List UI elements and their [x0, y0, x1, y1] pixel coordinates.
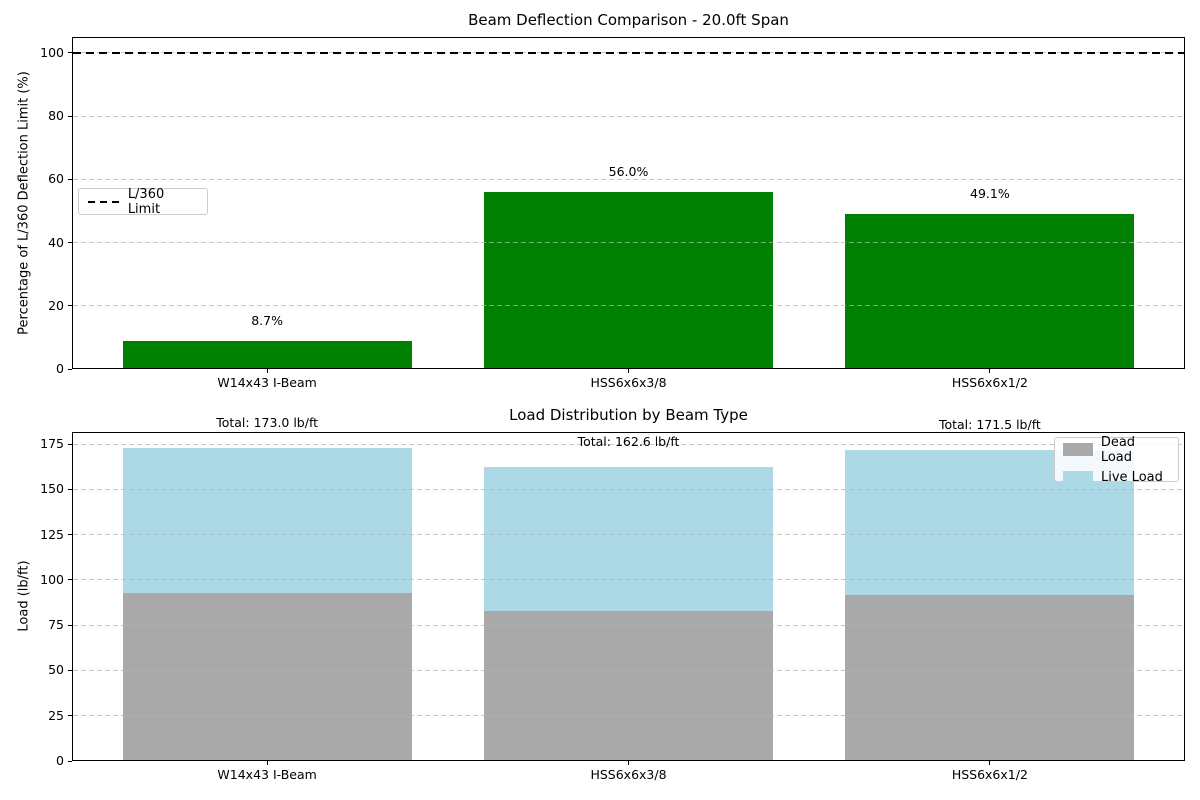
y-tick-label: 20	[48, 297, 64, 313]
x-tick-mark	[266, 369, 268, 373]
y-tick-mark	[68, 305, 72, 307]
x-tick-mark	[989, 761, 991, 765]
dashed-line-swatch	[88, 200, 120, 203]
total-load-label: Total: 171.5 lb/ft	[938, 417, 1041, 433]
y-tick-mark	[68, 368, 72, 370]
bar-value-label: 8.7%	[251, 313, 283, 329]
legend-row: Live Load	[1063, 470, 1170, 485]
y-tick-label: 50	[48, 662, 64, 678]
y-tick-mark	[68, 579, 72, 581]
bar-value-label: 56.0%	[608, 163, 649, 179]
legend-label: Dead Load	[1100, 434, 1136, 465]
y-tick-label: 0	[56, 753, 64, 768]
y-tick-label: 100	[40, 571, 64, 587]
y-tick-label: 175	[40, 436, 64, 452]
live-load-bar-segment	[122, 447, 412, 593]
y-tick-label: 40	[48, 234, 64, 250]
deflection-bar	[483, 191, 774, 369]
legend-row: L/360 Limit	[88, 187, 198, 217]
legend-row: Dead Load	[1063, 435, 1170, 465]
y-tick-mark	[68, 115, 72, 117]
gridline	[73, 242, 1184, 244]
y-tick-label: 125	[40, 526, 64, 542]
x-tick-mark	[628, 369, 629, 373]
deflection-chart-title: Beam Deflection Comparison - 20.0ft Span	[468, 11, 789, 29]
x-tick-label: W14x43 I-Beam	[217, 375, 317, 390]
gridline	[73, 715, 1184, 717]
y-tick-mark	[68, 443, 72, 445]
gridline	[73, 443, 1184, 445]
gridline	[73, 579, 1184, 581]
y-tick-label: 80	[48, 108, 64, 124]
gridline	[73, 669, 1184, 671]
load-chart-title: Load Distribution by Beam Type	[509, 406, 748, 424]
y-tick-mark	[68, 488, 72, 490]
live-load-bar-segment	[483, 466, 774, 612]
y-tick-mark	[68, 242, 72, 244]
total-load-label: Total: 173.0 lb/ft	[216, 414, 319, 430]
gridline	[73, 305, 1184, 307]
y-tick-mark	[68, 52, 72, 54]
deflection-bar	[845, 213, 1135, 369]
y-tick-mark	[68, 178, 72, 180]
y-tick-mark	[68, 534, 72, 536]
y-tick-mark	[68, 715, 72, 717]
gridline	[73, 178, 1184, 180]
x-tick-label: W14x43 I-Beam	[217, 767, 317, 782]
x-tick-label: HSS6x6x1/2	[951, 375, 1028, 390]
y-tick-mark	[68, 669, 72, 671]
y-tick-label: 100	[40, 44, 64, 60]
l360-limit-line	[73, 51, 1184, 54]
y-tick-label: 150	[40, 481, 64, 497]
x-tick-label: HSS6x6x3/8	[590, 767, 667, 782]
y-tick-label: 0	[56, 361, 64, 376]
gridline	[73, 534, 1184, 536]
deflection-bar	[122, 341, 412, 369]
live-load-swatch	[1063, 470, 1093, 484]
dead-load-swatch	[1063, 443, 1093, 456]
y-tick-label: 60	[48, 171, 64, 187]
y-tick-label: 75	[48, 617, 64, 633]
gridline	[73, 624, 1184, 626]
deflection-chart-legend: L/360 Limit	[78, 187, 208, 217]
x-tick-mark	[266, 761, 268, 765]
gridline	[73, 488, 1184, 490]
gridline	[73, 115, 1184, 117]
dead-load-bar-segment	[845, 595, 1135, 761]
load-chart-legend: Dead Load Live Load	[1054, 435, 1179, 485]
total-load-label: Total: 162.6 lb/ft	[577, 433, 680, 449]
dead-load-bar-segment	[483, 611, 774, 761]
x-tick-mark	[628, 761, 629, 765]
x-tick-mark	[989, 369, 991, 373]
dead-load-bar-segment	[122, 592, 412, 761]
y-tick-mark	[68, 624, 72, 626]
bar-value-label: 49.1%	[970, 185, 1010, 201]
y-tick-mark	[68, 760, 72, 762]
y-tick-label: 25	[48, 707, 64, 723]
legend-label: L/360 Limit	[127, 186, 165, 217]
x-tick-label: HSS6x6x1/2	[951, 767, 1028, 782]
x-tick-label: HSS6x6x3/8	[590, 375, 667, 390]
legend-label: Live Load	[1101, 469, 1163, 485]
